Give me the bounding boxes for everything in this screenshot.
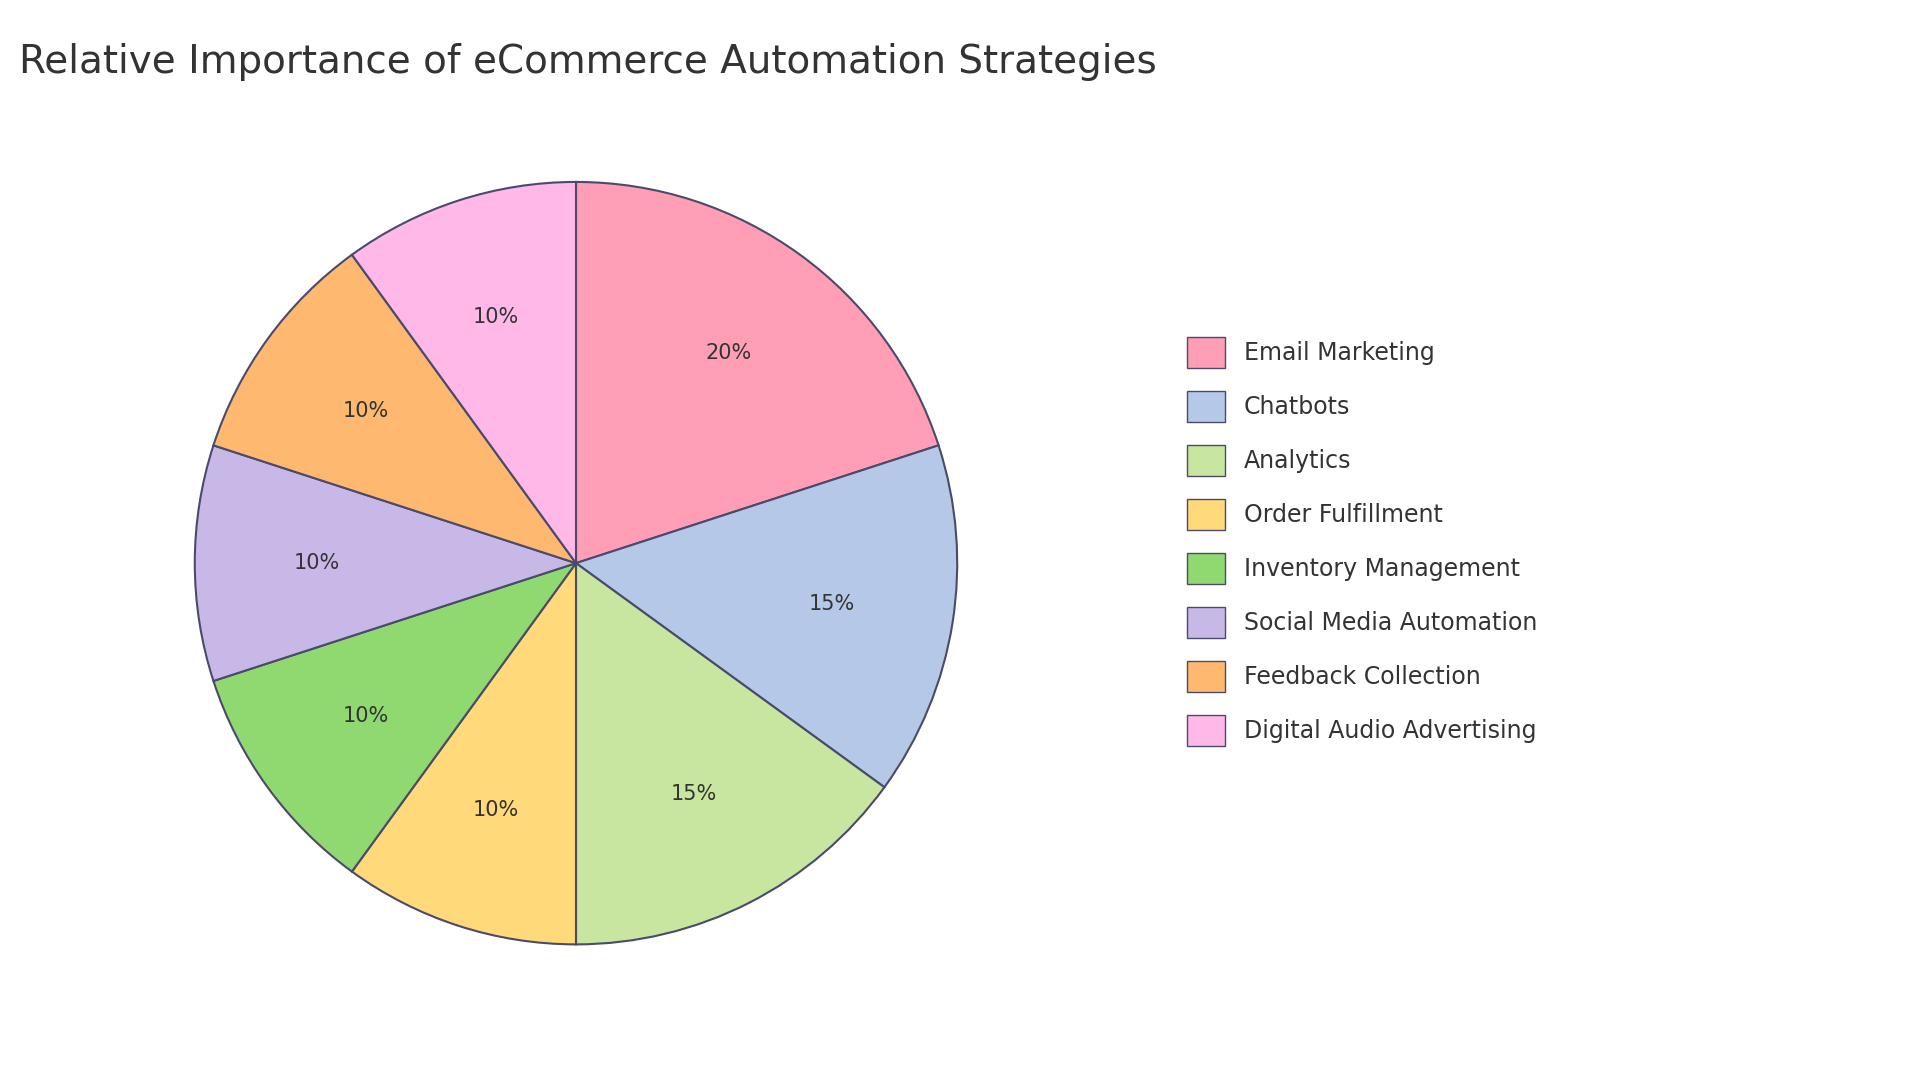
Wedge shape xyxy=(194,445,576,681)
Legend: Email Marketing, Chatbots, Analytics, Order Fulfillment, Inventory Management, S: Email Marketing, Chatbots, Analytics, Or… xyxy=(1164,314,1561,769)
Text: 10%: 10% xyxy=(294,553,340,573)
Text: Relative Importance of eCommerce Automation Strategies: Relative Importance of eCommerce Automat… xyxy=(19,43,1158,81)
Wedge shape xyxy=(576,445,958,787)
Text: 10%: 10% xyxy=(344,401,390,421)
Text: 10%: 10% xyxy=(472,306,518,327)
Text: 15%: 15% xyxy=(808,593,854,614)
Text: 10%: 10% xyxy=(344,705,390,726)
Wedge shape xyxy=(351,563,576,944)
Wedge shape xyxy=(576,182,939,563)
Text: 15%: 15% xyxy=(670,784,716,805)
Text: 20%: 20% xyxy=(705,343,751,364)
Wedge shape xyxy=(213,563,576,872)
Wedge shape xyxy=(576,563,885,944)
Text: 10%: 10% xyxy=(472,799,518,820)
Wedge shape xyxy=(213,255,576,563)
Wedge shape xyxy=(351,182,576,563)
